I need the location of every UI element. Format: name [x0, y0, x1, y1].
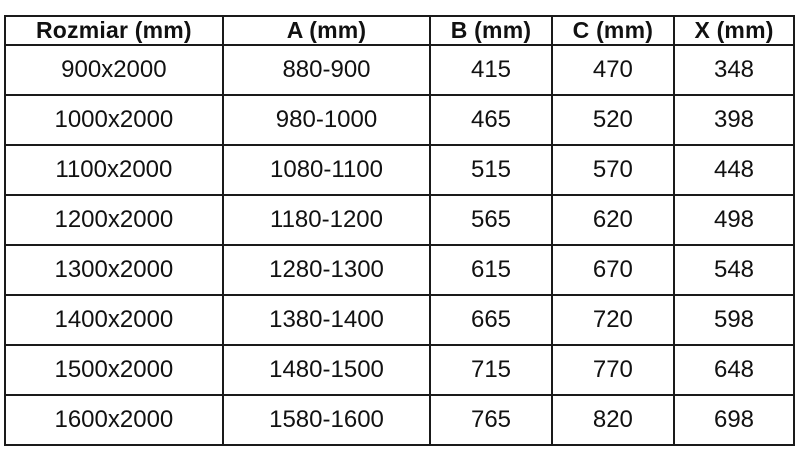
table-row: 1500x2000 1480-1500 715 770 648 — [4, 344, 795, 396]
table-cell: 900x2000 — [4, 44, 224, 96]
table-row: 1300x2000 1280-1300 615 670 548 — [4, 244, 795, 296]
table-row: 1600x2000 1580-1600 765 820 698 — [4, 394, 795, 446]
table-cell: 1380-1400 — [221, 294, 432, 346]
header-row: Rozmiar (mm) A (mm) B (mm) C (mm) X (mm) — [4, 15, 795, 46]
table-cell: 1200x2000 — [4, 194, 224, 246]
table-cell: 665 — [429, 294, 553, 346]
table-cell: 1600x2000 — [4, 394, 224, 446]
table-cell: 648 — [673, 344, 795, 396]
table-cell: 1180-1200 — [221, 194, 432, 246]
table-cell: 515 — [429, 144, 553, 196]
table-cell: 598 — [673, 294, 795, 346]
table-cell: 980-1000 — [221, 94, 432, 146]
table-cell: 448 — [673, 144, 795, 196]
table-cell: 765 — [429, 394, 553, 446]
table-cell: 348 — [673, 44, 795, 96]
size-table-container: Rozmiar (mm) A (mm) B (mm) C (mm) X (mm) 900… — [4, 15, 795, 446]
table-cell: 720 — [550, 294, 676, 346]
table-cell: 1480-1500 — [221, 344, 432, 396]
table-cell: 1500x2000 — [4, 344, 224, 396]
table-cell: 470 — [550, 44, 676, 96]
table-cell: 1580-1600 — [221, 394, 432, 446]
table-row: 1000x2000 980-1000 465 520 398 — [4, 94, 795, 146]
table-cell: 415 — [429, 44, 553, 96]
table-cell: 715 — [429, 344, 553, 396]
table-cell: 498 — [673, 194, 795, 246]
table-cell: 620 — [550, 194, 676, 246]
table-row: 1400x2000 1380-1400 665 720 598 — [4, 294, 795, 346]
size-table-body: 900x2000 880-900 415 470 348 1000x2000 980-100… — [4, 44, 795, 446]
table-cell: 1000x2000 — [4, 94, 224, 146]
table-row: 900x2000 880-900 415 470 348 — [4, 44, 795, 96]
table-row: 1100x2000 1080-1100 515 570 448 — [4, 144, 795, 196]
table-cell: 1300x2000 — [4, 244, 224, 296]
column-header: C (mm) — [550, 15, 676, 46]
column-header: X (mm) — [673, 15, 795, 46]
size-table: Rozmiar (mm) A (mm) B (mm) C (mm) X (mm) 900… — [4, 15, 795, 446]
table-cell: 1100x2000 — [4, 144, 224, 196]
table-cell: 698 — [673, 394, 795, 446]
table-cell: 880-900 — [221, 44, 432, 96]
table-cell: 670 — [550, 244, 676, 296]
size-table-header: Rozmiar (mm) A (mm) B (mm) C (mm) X (mm) — [4, 15, 795, 46]
table-cell: 570 — [550, 144, 676, 196]
table-cell: 770 — [550, 344, 676, 396]
table-cell: 1280-1300 — [221, 244, 432, 296]
table-cell: 615 — [429, 244, 553, 296]
table-cell: 465 — [429, 94, 553, 146]
column-header: Rozmiar (mm) — [4, 15, 224, 46]
table-cell: 520 — [550, 94, 676, 146]
column-header: B (mm) — [429, 15, 553, 46]
column-header: A (mm) — [221, 15, 432, 46]
table-cell: 820 — [550, 394, 676, 446]
table-row: 1200x2000 1180-1200 565 620 498 — [4, 194, 795, 246]
table-cell: 1080-1100 — [221, 144, 432, 196]
table-cell: 398 — [673, 94, 795, 146]
table-cell: 565 — [429, 194, 553, 246]
table-cell: 548 — [673, 244, 795, 296]
table-cell: 1400x2000 — [4, 294, 224, 346]
